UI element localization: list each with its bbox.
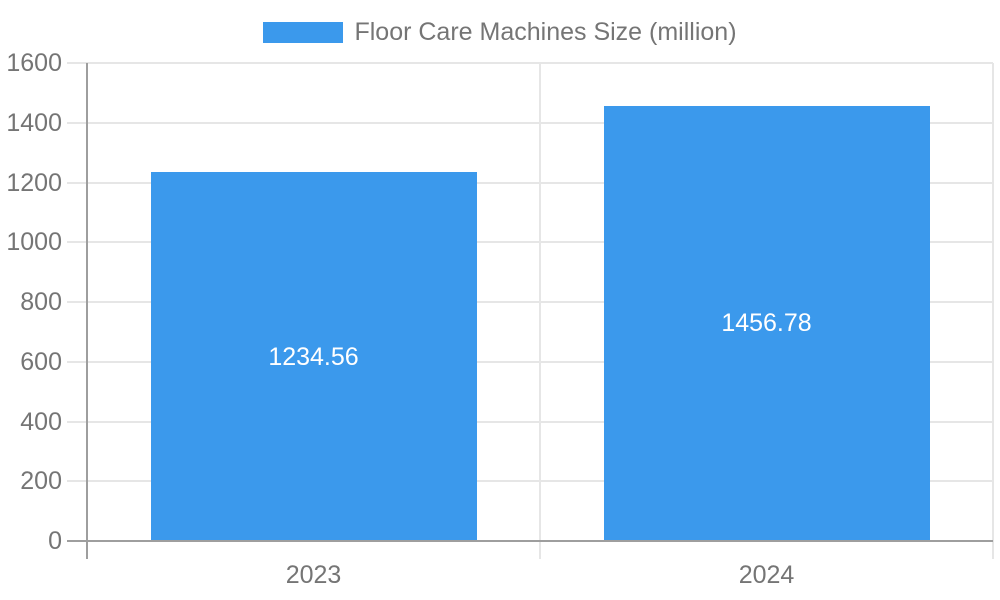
y-gridline <box>67 301 993 303</box>
y-axis-tick-label: 200 <box>20 467 62 496</box>
y-axis-line <box>86 63 88 559</box>
legend-label: Floor Care Machines Size (million) <box>354 17 737 46</box>
x-axis-category-label: 2024 <box>738 561 795 589</box>
y-gridline <box>67 241 993 244</box>
bar-2023[interactable] <box>150 172 477 541</box>
y-gridline <box>67 420 993 423</box>
y-axis-tick-label: 400 <box>20 407 62 436</box>
y-axis-tick-label: 1000 <box>6 228 62 257</box>
y-axis-tick-label: 0 <box>48 527 62 555</box>
x-axis-line <box>67 540 993 542</box>
y-axis-tick-label: 800 <box>20 288 62 316</box>
y-axis-tick-label: 1400 <box>6 108 62 137</box>
y-gridline <box>67 181 993 184</box>
y-gridline <box>67 480 993 483</box>
legend[interactable]: Floor Care Machines Size (million) <box>0 17 1000 47</box>
x-gridline <box>992 63 994 559</box>
y-gridline <box>67 121 993 124</box>
y-gridline <box>67 62 993 64</box>
legend-swatch <box>263 21 344 43</box>
bar-value-label: 1456.78 <box>721 309 812 338</box>
y-axis-tick-label: 1200 <box>6 168 62 197</box>
y-gridline <box>67 360 993 363</box>
x-axis-category-label: 2023 <box>285 561 342 589</box>
bar-2024[interactable] <box>603 105 930 541</box>
bar-value-label: 1234.56 <box>268 342 359 371</box>
x-gridline <box>539 63 541 559</box>
y-axis-tick-label: 600 <box>20 347 62 376</box>
y-axis-tick-label: 1600 <box>6 49 62 77</box>
